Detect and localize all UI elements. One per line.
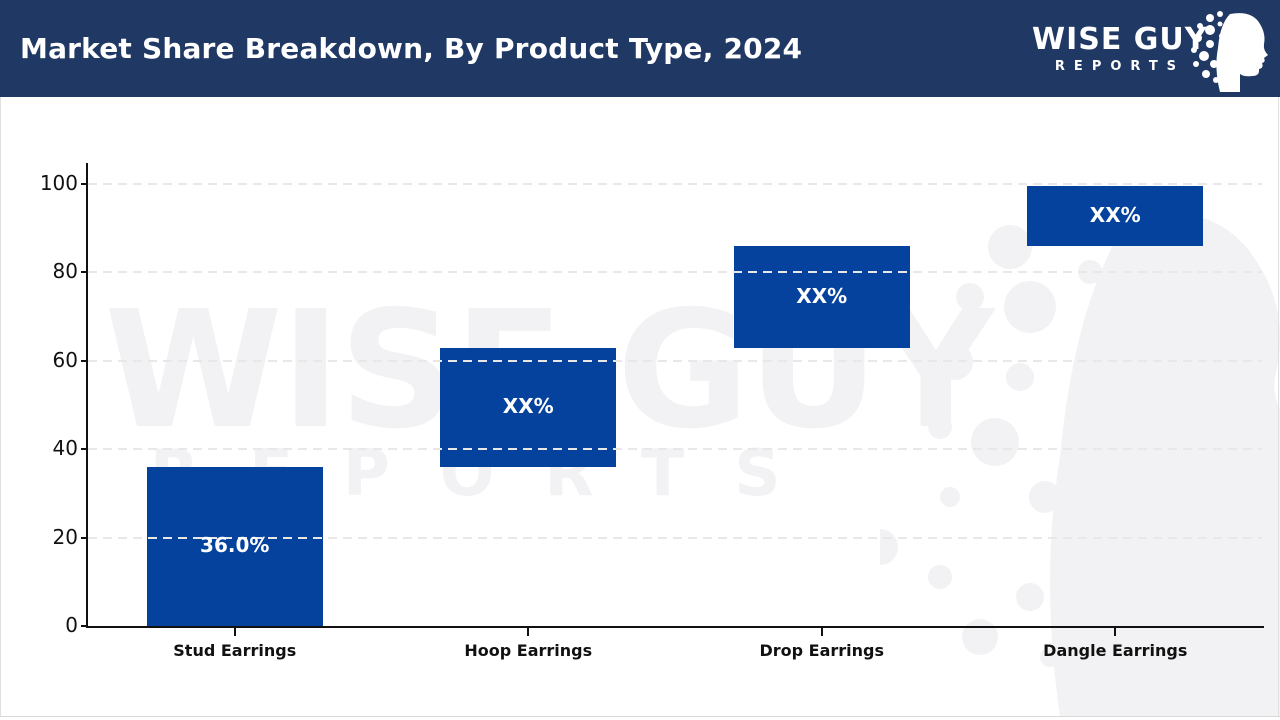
header-bar: Market Share Breakdown, By Product Type,… xyxy=(0,0,1280,97)
gridline-80 xyxy=(88,271,1262,274)
y-tick-mark-60 xyxy=(81,359,88,362)
wiseguy-logo: WISE GUY REPORTS xyxy=(1022,6,1272,92)
x-tick-mark-dangle-earrings xyxy=(1114,628,1117,636)
bar-value-label-hoop-earrings: XX% xyxy=(502,394,554,419)
gridline-40 xyxy=(88,448,1262,451)
bar-value-label-drop-earrings: XX% xyxy=(796,283,848,308)
logo-wordmark: WISE GUY xyxy=(1032,22,1208,57)
bar-dangle-earrings xyxy=(1027,186,1204,246)
y-tick-mark-100 xyxy=(81,183,88,185)
y-tick-label-20: 20 xyxy=(52,524,78,549)
x-axis-line xyxy=(86,626,1264,628)
bar-drop-earrings xyxy=(733,245,910,348)
x-tick-label-stud-earrings: Stud Earrings xyxy=(173,641,297,660)
y-tick-label-100: 100 xyxy=(39,171,78,195)
y-tick-mark-40 xyxy=(81,448,88,451)
y-tick-mark-80 xyxy=(81,271,88,274)
bar-value-label-dangle-earrings: XX% xyxy=(1089,203,1141,228)
logo-subtitle: REPORTS xyxy=(1054,59,1186,74)
bar-value-label-stud-earrings: 36.0% xyxy=(200,533,270,558)
watermark-head-icon xyxy=(880,206,1280,716)
x-tick-mark-hoop-earrings xyxy=(527,628,530,636)
x-tick-label-hoop-earrings: Hoop Earrings xyxy=(464,641,593,660)
y-tick-label-0: 0 xyxy=(65,613,78,637)
y-axis-line xyxy=(86,163,88,628)
y-tick-label-60: 60 xyxy=(52,347,78,372)
gridline-100 xyxy=(88,183,1262,185)
bar-stud-earrings xyxy=(146,466,323,626)
x-tick-label-drop-earrings: Drop Earrings xyxy=(759,641,885,660)
bar-hoop-earrings xyxy=(440,347,617,467)
gridline-60 xyxy=(88,359,1262,362)
logo-head-icon xyxy=(1191,11,1268,92)
x-tick-label-dangle-earrings: Dangle Earrings xyxy=(1043,641,1188,660)
chart-title: Market Share Breakdown, By Product Type,… xyxy=(20,32,803,65)
y-tick-mark-20 xyxy=(81,536,88,539)
x-tick-mark-drop-earrings xyxy=(820,628,823,636)
logo-text: WISE GUY REPORTS xyxy=(1032,22,1208,75)
y-tick-mark-0 xyxy=(81,625,88,627)
gridline-20 xyxy=(88,536,1262,539)
x-tick-mark-stud-earrings xyxy=(233,628,236,636)
y-tick-label-80: 80 xyxy=(52,259,78,284)
y-tick-label-40: 40 xyxy=(52,436,78,461)
page-border-bottom xyxy=(0,716,1280,717)
